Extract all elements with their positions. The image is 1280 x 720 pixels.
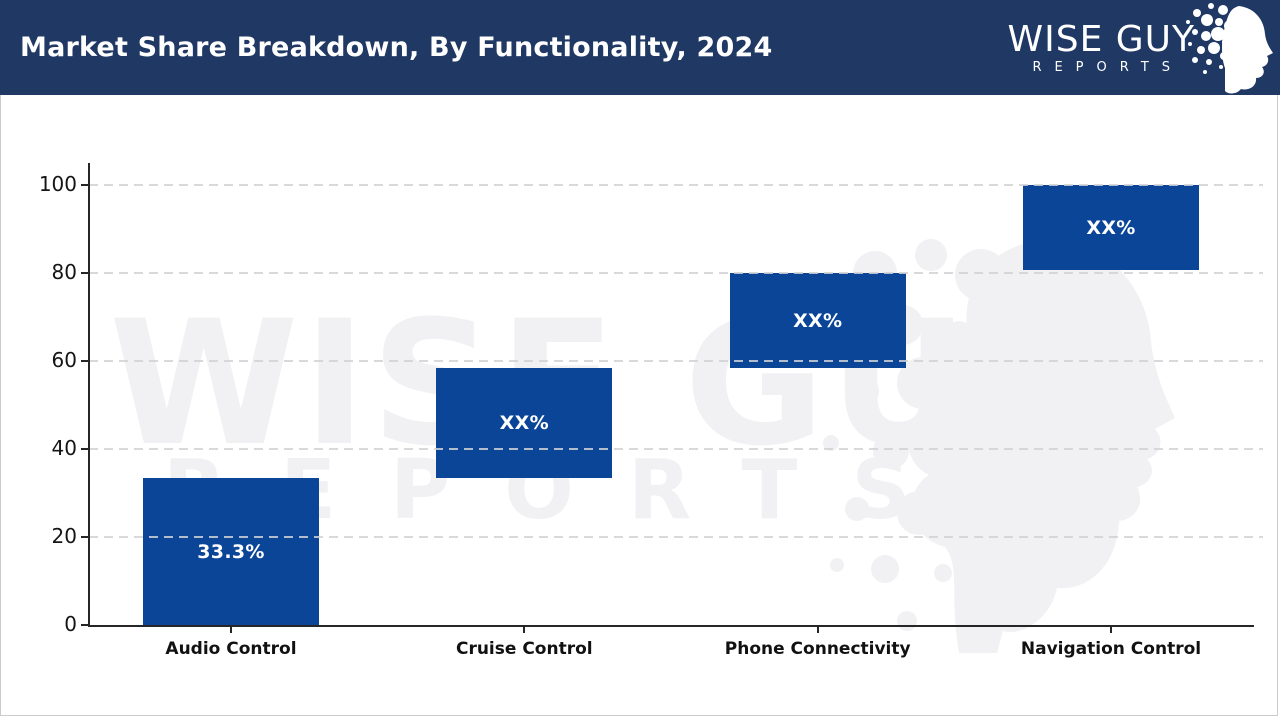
bar-value-label: XX%	[499, 412, 549, 435]
y-tick-80	[81, 272, 89, 274]
gridline-20	[89, 536, 1263, 538]
y-tick-100	[81, 184, 89, 186]
header-bar: Market Share Breakdown, By Functionality…	[0, 0, 1280, 95]
gridline-80	[89, 272, 1263, 274]
x-tick-cruise-control	[523, 625, 526, 633]
brand-logo: WISE GUY REPORTS	[1008, 0, 1277, 95]
gridline-40	[89, 448, 1263, 450]
y-tick-label-60: 60	[51, 348, 77, 372]
bar-value-label: 33.3%	[197, 540, 265, 563]
bar-navigation-control: XX%	[1023, 185, 1199, 271]
gridline-100	[89, 184, 1263, 186]
gridline-60	[89, 360, 1263, 362]
logo-wordmark: WISE GUY	[1007, 18, 1195, 60]
bar-value-label: XX%	[1086, 216, 1136, 239]
bar-audio-control: 33.3%	[143, 478, 319, 625]
x-tick-audio-control	[230, 625, 232, 633]
chart-area: WISE GUY REPORTS 0 20 40 60 80 100 33.3% XX% XX%…	[1, 95, 1279, 715]
y-tick-label-40: 40	[51, 436, 77, 460]
y-tick-label-20: 20	[51, 524, 77, 548]
y-axis-line	[88, 163, 90, 627]
bar-value-label: XX%	[793, 309, 843, 332]
x-category-label-cruise-control: Cruise Control	[455, 639, 593, 659]
bar-phone-connectivity: XX%	[729, 273, 906, 369]
logo-subtext: REPORTS	[1032, 59, 1184, 75]
x-category-label-audio-control: Audio Control	[165, 639, 297, 659]
bar-cruise-control: XX%	[436, 368, 613, 479]
x-category-label-navigation-control: Navigation Control	[1020, 639, 1202, 659]
x-tick-phone-connectivity	[816, 625, 819, 633]
x-axis-line	[88, 625, 1254, 627]
y-tick-label-100: 100	[38, 172, 77, 196]
y-tick-label-0: 0	[64, 612, 77, 636]
logo-head-icon	[1186, 3, 1273, 94]
page-title: Market Share Breakdown, By Functionality…	[20, 32, 773, 63]
y-tick-0	[81, 624, 89, 626]
x-category-label-phone-connectivity: Phone Connectivity	[724, 639, 911, 659]
x-tick-navigation-control	[1110, 625, 1112, 633]
chart-panel: WISE GUY REPORTS 0 20 40 60 80 100 33.3% XX% XX%…	[0, 95, 1278, 716]
y-tick-20	[81, 536, 89, 538]
y-tick-label-80: 80	[51, 260, 77, 284]
y-tick-40	[81, 448, 89, 450]
y-tick-60	[81, 360, 89, 362]
